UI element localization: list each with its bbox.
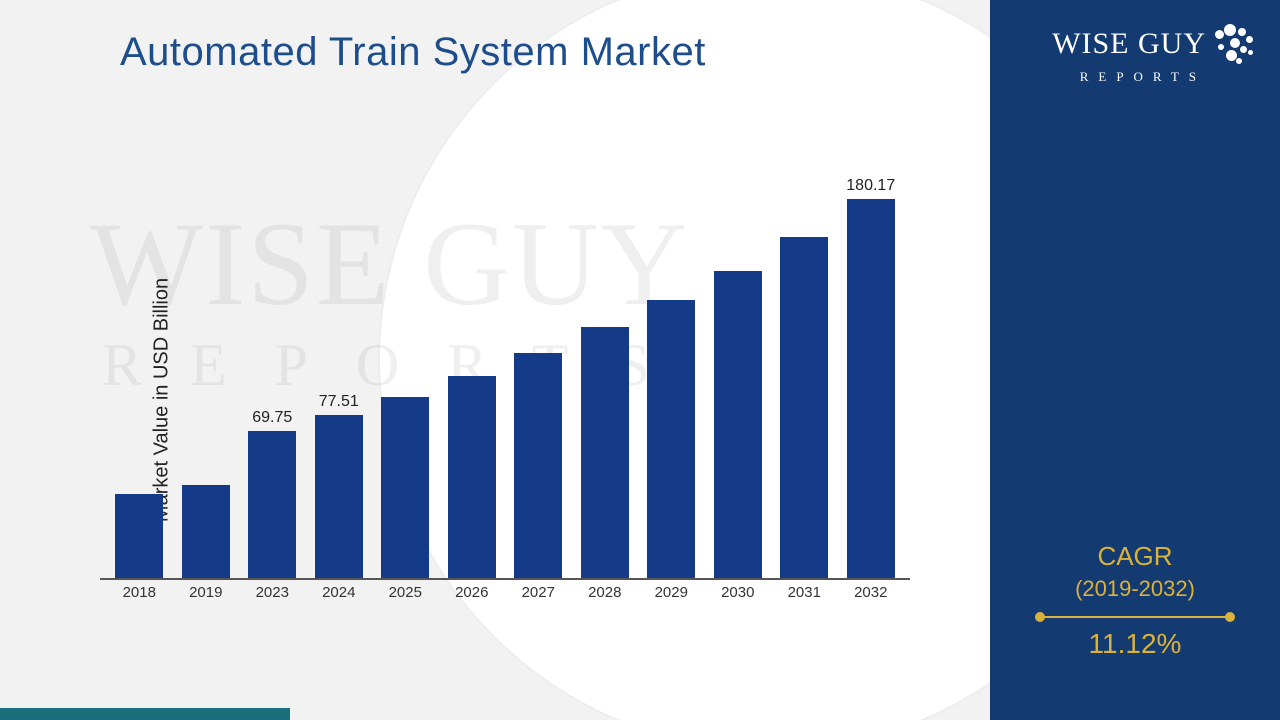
brand-logo-main: WISE GUY [1052,22,1256,66]
bar-value-label: 69.75 [252,409,292,427]
bar-2019 [178,485,234,578]
x-tick-label: 2031 [776,584,832,601]
x-tick-label: 2026 [444,584,500,601]
chart-title: Automated Train System Market [120,30,706,75]
x-tick-label: 2030 [710,584,766,601]
bar-2031 [776,237,832,578]
x-tick-label: 2018 [111,584,167,601]
bar-2024: 77.51 [311,415,367,578]
bar-rect [381,397,429,578]
bar-2026 [444,376,500,578]
bar-2029 [643,300,699,578]
brand-logo-sub: REPORTS [1052,70,1256,83]
x-axis-labels: 2018 2019 2023 2024 2025 2026 2027 2028 2029 2030… [100,584,910,601]
bar-rect [248,431,296,578]
bar-2028 [577,327,633,578]
x-tick-label: 2023 [244,584,300,601]
canvas: WISE GUY REPORTS Automated Train System … [0,0,1280,720]
bar-rect [115,494,163,578]
brand-logo-text: WISE GUY [1052,29,1206,59]
cagr-value: 11.12% [990,628,1280,660]
x-tick-label: 2024 [311,584,367,601]
bar-2032: 180.17 [843,199,899,578]
bar-2030 [710,271,766,578]
bar-2025 [377,397,433,578]
bar-rect [182,485,230,578]
bar-value-label: 180.17 [846,177,895,195]
x-tick-label: 2032 [843,584,899,601]
bar-2018 [111,494,167,578]
brand-logo: WISE GUY REPORTS [1052,22,1256,83]
x-tick-label: 2025 [377,584,433,601]
bar-rect [780,237,828,578]
bar-2023: 69.75 [244,431,300,578]
brand-head-icon [1212,22,1256,66]
bar-rect [581,327,629,578]
x-tick-label: 2019 [178,584,234,601]
cagr-label: CAGR [990,541,1280,572]
x-tick-label: 2028 [577,584,633,601]
bar-rect [448,376,496,578]
bar-value-label: 77.51 [319,393,359,411]
bar-rect [514,353,562,578]
bar-rect [315,415,363,578]
bar-rect [847,199,895,578]
bars-container: 69.7577.51180.17 [100,180,910,578]
bar-rect [647,300,695,578]
x-tick-label: 2027 [510,584,566,601]
bar-rect [714,271,762,578]
bar-2027 [510,353,566,578]
cagr-period: (2019-2032) [990,576,1280,602]
cagr-block: CAGR (2019-2032) 11.12% [990,541,1280,660]
x-tick-label: 2029 [643,584,699,601]
plot: 69.7577.51180.17 [100,180,910,580]
chart-area: Market Value in USD Billion 69.7577.5118… [60,180,910,620]
cagr-divider [1040,616,1230,618]
bottom-accent-bar [0,708,290,720]
